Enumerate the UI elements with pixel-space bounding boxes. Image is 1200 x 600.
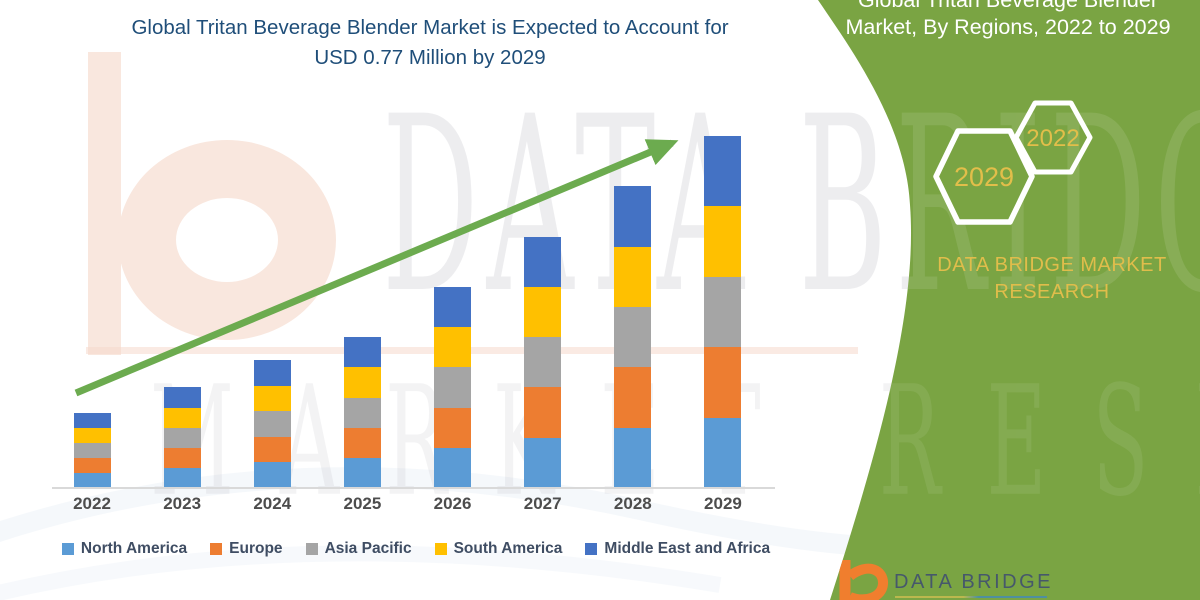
bar-2024-middle-east-and-africa: [253, 360, 291, 386]
legend-swatch-icon: [210, 543, 223, 555]
bar-2024-north-america: [253, 462, 291, 488]
bar-2023-asia-pacific: [163, 427, 201, 448]
logo-underline: [895, 596, 1047, 598]
bar-2024-europe: [253, 436, 291, 463]
legend-label: Asia Pacific: [324, 540, 412, 557]
x-axis-label-2027: 2027: [523, 494, 562, 513]
bar-2028-middle-east-and-africa: [614, 186, 652, 247]
logo-b-icon: [838, 560, 890, 600]
data-bridge-logo: DATA BRIDGE MARKET RESEARCH: [838, 558, 1178, 600]
logo-name-text: DATA BRIDGE: [894, 571, 1054, 593]
bar-2022-europe: [73, 457, 111, 473]
legend-item-asia-pacific: Asia Pacific: [305, 540, 412, 558]
bar-2022-asia-pacific: [73, 442, 111, 458]
panel-brand-line2: RESEARCH: [994, 281, 1110, 303]
bar-2027-middle-east-and-africa: [524, 236, 562, 287]
bar-2022-south-america: [73, 427, 111, 443]
x-axis-label-2022: 2022: [73, 494, 111, 513]
bar-2029-asia-pacific: [704, 276, 742, 348]
bar-2022-middle-east-and-africa: [73, 412, 111, 428]
legend-swatch-icon: [434, 543, 447, 555]
bar-2023-north-america: [163, 467, 201, 488]
bar-2028-europe: [614, 367, 652, 428]
legend-item-north-america: North America: [61, 540, 188, 558]
x-axis-label-2024: 2024: [253, 494, 292, 513]
legend-label: South America: [453, 540, 563, 557]
x-axis-label-2028: 2028: [613, 494, 652, 513]
panel-brand-text: DATA BRIDGE MARKET RESEARCH: [882, 252, 1200, 306]
bar-2029-north-america: [704, 417, 742, 488]
bar-2027-asia-pacific: [524, 337, 562, 388]
bar-2024-south-america: [253, 385, 291, 412]
bar-2029-south-america: [704, 206, 742, 277]
panel-title-line2: Market, By Regions, 2022 to 2029: [845, 15, 1171, 39]
panel-title-line1: Global Tritan Beverage Blender: [858, 0, 1158, 12]
hexagon-2029: [936, 131, 1032, 222]
chart-legend: North America Europe Asia Pacific South Ame…: [40, 537, 792, 561]
bar-2024-asia-pacific: [253, 411, 291, 437]
x-axis-label-2023: 2023: [163, 494, 202, 513]
legend-swatch-icon: [61, 543, 74, 555]
bar-2023-south-america: [163, 407, 201, 428]
x-axis-label-2025: 2025: [343, 494, 382, 513]
panel-brand-line1: DATA BRIDGE MARKET: [937, 254, 1167, 276]
bar-2029-europe: [704, 347, 742, 418]
bar-2023-europe: [163, 447, 201, 468]
bar-2027-north-america: [524, 437, 562, 488]
legend-label: Middle East and Africa: [604, 540, 771, 557]
legend-label: North America: [80, 540, 188, 557]
bar-2025-south-america: [343, 367, 381, 398]
x-axis-label-2029: 2029: [704, 494, 742, 513]
bar-2029-middle-east-and-africa: [704, 136, 742, 207]
bar-2028-south-america: [614, 246, 652, 308]
hexagon-2022-label: 2022: [1026, 125, 1079, 152]
panel-title: Global Tritan Beverage Blender Market, B…: [822, 0, 1194, 41]
bar-2025-north-america: [343, 457, 381, 488]
x-axis-line: [52, 487, 775, 489]
chart-title: Global Tritan Beverage Blender Market is…: [38, 13, 822, 73]
bar-2025-asia-pacific: [343, 397, 381, 428]
bar-2026-north-america: [434, 447, 472, 488]
bar-2023-middle-east-and-africa: [163, 387, 201, 408]
bar-2025-europe: [343, 427, 381, 458]
hexagon-2029-label: 2029: [954, 162, 1014, 192]
legend-item-middle-east-and-africa: Middle East and Africa: [585, 540, 770, 558]
bar-2028-north-america: [614, 427, 652, 488]
legend-swatch-icon: [585, 543, 598, 555]
chart-title-line2: USD 0.77 Million by 2029: [314, 46, 546, 69]
bar-2026-europe: [434, 407, 472, 448]
bar-2027-europe: [524, 387, 562, 438]
legend-item-south-america: South America: [434, 540, 563, 558]
legend-label: Europe: [229, 540, 283, 557]
legend-item-europe: Europe: [210, 540, 283, 558]
bar-2025-middle-east-and-africa: [343, 337, 381, 368]
bar-2026-south-america: [434, 327, 472, 368]
chart-title-line1: Global Tritan Beverage Blender Market is…: [131, 16, 729, 39]
bar-2022-north-america: [73, 472, 111, 488]
bar-2027-south-america: [524, 286, 562, 338]
bar-2026-asia-pacific: [434, 367, 472, 408]
year-hexagons: 2022 2029: [900, 85, 1115, 240]
bar-2028-asia-pacific: [614, 307, 652, 368]
legend-swatch-icon: [305, 543, 318, 555]
bar-2026-middle-east-and-africa: [434, 286, 472, 328]
x-axis-label-2026: 2026: [433, 494, 472, 513]
